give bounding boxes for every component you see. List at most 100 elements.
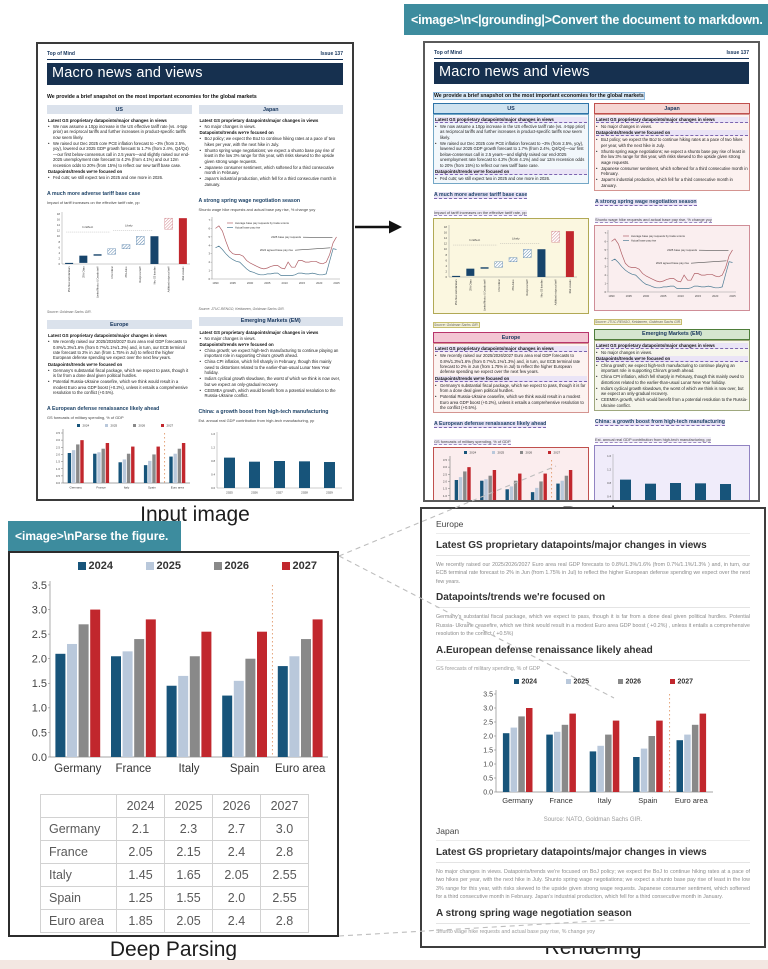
table-cell: 2.15 (164, 840, 213, 864)
svg-text:France: France (116, 763, 152, 775)
defense-chart-subtitle: GS forecasts of military spending, % of … (47, 415, 124, 421)
bullet-item: • Fed cuts; we still expect two in 2025 a… (435, 176, 587, 181)
svg-text:Additional reciprocal tariff: Additional reciprocal tariff (555, 279, 558, 305)
heading-latest: Latest GS proprietary datapoints/major c… (596, 342, 748, 349)
svg-text:Average base pay requests by t: Average base pay requests by trade union… (235, 221, 290, 225)
bullet-dot: • (596, 397, 598, 403)
bottom-strip (0, 960, 768, 969)
svg-text:18: 18 (444, 225, 448, 229)
heading-trends: Datapoints/trends we're focused on (435, 169, 587, 176)
svg-text:0.4: 0.4 (211, 473, 215, 477)
svg-text:2025: 2025 (498, 451, 505, 455)
defense-bar-chart: 0.00.51.01.52.02.53.03.52024202520262027… (443, 451, 573, 500)
japan-trends-bullets: • BoJ policy; we expect the BoJ to contin… (200, 136, 343, 187)
rendered-latest-heading: Latest GS proprietary datapoints/major c… (436, 540, 750, 556)
bullet-item: • We recently raised our 2025/2026/2027 E… (435, 353, 587, 375)
europe-latest-bullets: • We recently raised our 2025/2026/2027 E… (435, 353, 587, 375)
bullet-text: BoJ policy; we expect the BoJ to continu… (204, 136, 336, 147)
wage-chart-block: A strong spring wage negotiation season … (593, 190, 750, 328)
svg-text:2.5: 2.5 (56, 445, 61, 449)
right-column: Japan Latest GS proprietary datapoints/m… (593, 102, 750, 500)
bullet-text: India's cyclical growth slowdown, the wo… (601, 385, 744, 397)
input-document-page: Top of Mind Issue 137 Macro news and vie… (36, 42, 354, 501)
svg-text:10% Critical: 10% Critical (498, 279, 501, 292)
svg-text:8: 8 (58, 240, 60, 244)
bullet-dot: • (199, 124, 201, 129)
table-cell: 3.0 (260, 817, 309, 841)
bullet-dot: • (199, 376, 201, 382)
japan-latest-bullets: • No major changes in views. (200, 124, 343, 129)
bullet-item: • No major changes in views. (200, 336, 343, 341)
bullet-dot: • (596, 362, 598, 368)
section-body-em: Latest GS proprietary datapoints/major c… (199, 328, 344, 401)
bullet-item: • CEEMEA growth, which would benefit from… (596, 397, 748, 408)
svg-text:2.5: 2.5 (32, 629, 47, 641)
svg-text:3.0: 3.0 (56, 438, 61, 442)
heading-latest: Latest GS proprietary datapoints/major c… (596, 117, 748, 123)
svg-text:1.0: 1.0 (443, 494, 448, 498)
svg-text:Limited Mexico & Canada tariff: Limited Mexico & Canada tariff (97, 266, 100, 298)
bullet-text: CEEMEA growth, which would benefit from … (601, 397, 748, 408)
bullet-text: No major changes in views. (204, 124, 256, 129)
bullet-item: • Fed cuts; we still expect two in 2025 a… (48, 175, 191, 180)
bullet-item: • Germany's substantial fiscal package, w… (48, 368, 191, 379)
rendered-wage-line-chart: 0123456719901995200020052010201520202025… (450, 937, 750, 948)
svg-text:Spain: Spain (638, 796, 657, 805)
bullet-item: • China growth; we expect high-tech manuf… (200, 348, 343, 359)
bullet-text: Germany's substantial fiscal package, wh… (53, 367, 189, 379)
wage-chart-source: Source: JTUC-RENGO, Keidanren, Goldman S… (593, 318, 683, 325)
svg-text:14: 14 (57, 223, 61, 227)
svg-text:0: 0 (604, 290, 606, 294)
svg-text:12: 12 (444, 242, 448, 246)
rendering-panel: Europe Latest GS proprietary datapoints/… (420, 507, 766, 948)
table-cell: 2.1 (116, 817, 165, 841)
bullet-item: • Japanese consumer sentiment, which soft… (200, 165, 343, 176)
bullet-item: • China CPI inflation, which fell sharply… (596, 374, 748, 385)
bullet-text: Potential Russia-Ukraine ceasefire, whic… (53, 379, 188, 396)
masthead-issue: Issue 137 (320, 51, 343, 57)
flow-arrow-icon (355, 220, 402, 234)
rendered-defense-heading: A.European defense renaissance likely ah… (436, 645, 750, 661)
table-row: France 2.05 2.15 2.4 2.8 (40, 840, 309, 864)
bullet-text: Fed cuts; we still expect two in 2025 an… (440, 176, 551, 182)
section-body-em: Latest GS proprietary datapoints/major c… (594, 339, 750, 411)
table-cell: 2.55 (260, 886, 309, 910)
tariff-chart-title: A much more adverse tariff base case (47, 191, 141, 198)
bullet-text: We now assume a 10pp increase in the US … (53, 124, 188, 140)
table-cell: 2.05 (116, 840, 165, 864)
china-chart-block: China: a growth boost from high-tech man… (594, 410, 750, 500)
tariff-chart-block: A much more adverse tariff base case Imp… (433, 183, 589, 331)
bullet-item: • Potential Russia-Ukraine ceasefire, whi… (48, 379, 191, 395)
svg-text:14: 14 (444, 236, 448, 240)
heading-trends: Datapoints/trends we're focused on (199, 341, 274, 347)
bullet-dot: • (199, 359, 201, 365)
bullet-item: • We now assume a 10pp increase in the US… (435, 124, 587, 140)
wage-chart-title: A strong spring wage negotiation season (595, 198, 697, 206)
bullet-dot: • (48, 175, 50, 181)
svg-text:2024 agreed base pay rise: 2024 agreed base pay rise (259, 248, 293, 252)
svg-text:2015: 2015 (298, 280, 305, 284)
parse-prompt-banner: <image>\nParse the figure. (8, 521, 181, 551)
svg-text:3.0: 3.0 (32, 604, 47, 616)
bullet-text: CEEMEA growth, which would benefit from … (204, 387, 336, 399)
bullet-item: • BoJ policy; we expect the BoJ to contin… (200, 136, 343, 147)
svg-text:1.6: 1.6 (607, 454, 611, 458)
svg-text:3.0: 3.0 (443, 465, 448, 469)
bullet-item: • No major changes in views. (596, 350, 748, 355)
svg-text:1.0: 1.0 (56, 467, 61, 471)
rendered-defense-bar-chart: 0.0 0.5 1.0 1.5 2.0 2.5 3.0 3.5 2024 2025 2026 2027… (483, 678, 713, 805)
svg-text:2026: 2026 (139, 424, 146, 428)
bullet-dot: • (435, 382, 437, 388)
bullet-text: Potential Russia-Ukraine ceasefire, whic… (440, 394, 584, 411)
china-chart-subtitle: Est. annual real GDP contribution from h… (595, 436, 711, 443)
china-chart-subtitle: Est. annual real GDP contribution from h… (198, 418, 315, 424)
svg-text:In Effect: In Effect (469, 238, 480, 242)
bullet-item: • We now assume a 10pp increase in the US… (48, 124, 191, 140)
svg-text:2027: 2027 (276, 491, 283, 495)
bullet-dot: • (596, 374, 598, 380)
table-cell: 2.3 (164, 817, 213, 841)
japan-latest-bullets: • No major changes in views. (596, 124, 748, 129)
bullet-text: Japan's industrial production, which fel… (601, 177, 733, 188)
